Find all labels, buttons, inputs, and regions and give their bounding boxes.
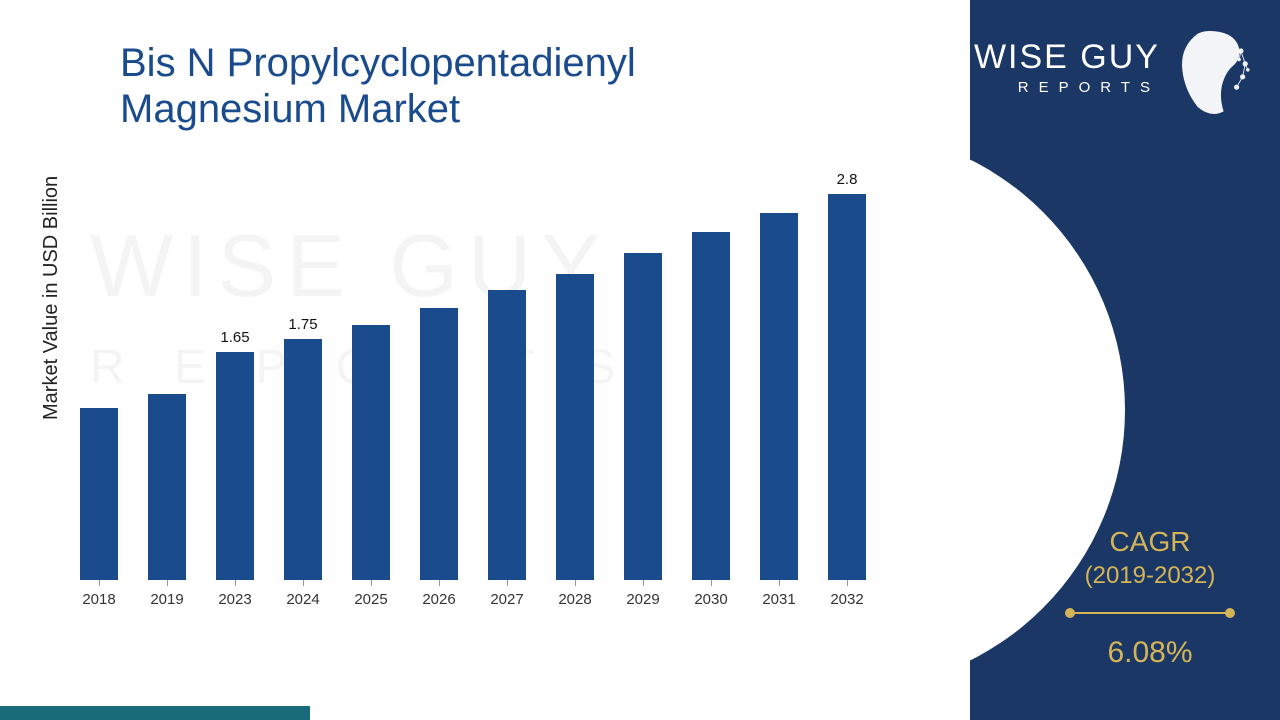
bar (80, 408, 118, 580)
x-axis-tick: 2019 (137, 591, 197, 608)
x-axis-tick: 2025 (341, 591, 401, 608)
bar (284, 339, 322, 580)
bottom-accent-bar (0, 706, 310, 720)
x-tick-mark (847, 580, 848, 586)
cagr-range: (2019-2032) (1020, 562, 1280, 590)
x-tick-mark (711, 580, 712, 586)
x-tick-mark (779, 580, 780, 586)
x-axis-tick: 2029 (613, 591, 673, 608)
x-axis-tick: 2028 (545, 591, 605, 608)
bar (692, 232, 730, 580)
bar (624, 253, 662, 580)
cagr-divider (1070, 612, 1230, 614)
x-tick-mark (167, 580, 168, 586)
x-axis-tick: 2030 (681, 591, 741, 608)
x-axis-tick: 2023 (205, 591, 265, 608)
bar (352, 325, 390, 580)
main-container: WISE GUY R E P O R T S Bis N Propylcyclo… (0, 0, 1280, 720)
bar (216, 352, 254, 580)
bar (828, 194, 866, 580)
bar (556, 274, 594, 580)
cagr-title: CAGR (1020, 526, 1280, 558)
x-axis-tick: 2027 (477, 591, 537, 608)
x-axis-tick: 2024 (273, 591, 333, 608)
x-axis-tick: 2026 (409, 591, 469, 608)
bar (148, 394, 186, 580)
chart-title: Bis N Propylcyclopentadienyl Magnesium M… (120, 40, 760, 132)
x-tick-mark (371, 580, 372, 586)
bar-value-label: 1.65 (205, 329, 265, 346)
logo-head-icon (1170, 25, 1260, 120)
logo-main-text: WISE GUY (974, 38, 1160, 77)
cagr-block: CAGR (2019-2032) 6.08% (1020, 526, 1280, 670)
x-tick-mark (575, 580, 576, 586)
cagr-value: 6.08% (1020, 636, 1280, 670)
x-axis-tick: 2031 (749, 591, 809, 608)
bar-value-label: 1.75 (273, 316, 333, 333)
plot-area: 2018201920231.6520241.752025202620272028… (80, 180, 900, 580)
x-tick-mark (643, 580, 644, 586)
x-axis-tick: 2018 (69, 591, 129, 608)
bar-value-label: 2.8 (817, 171, 877, 188)
bar (420, 308, 458, 580)
bar (760, 213, 798, 580)
x-tick-mark (439, 580, 440, 586)
y-axis-label: Market Value in USD Billion (40, 176, 63, 420)
x-tick-mark (303, 580, 304, 586)
x-tick-mark (99, 580, 100, 586)
brand-logo: WISE GUY REPORTS (974, 38, 1160, 96)
x-axis-tick: 2032 (817, 591, 877, 608)
logo-sub-text: REPORTS (974, 79, 1160, 96)
x-tick-mark (235, 580, 236, 586)
bar-chart: 2018201920231.6520241.752025202620272028… (80, 180, 900, 600)
bar (488, 290, 526, 580)
x-tick-mark (507, 580, 508, 586)
